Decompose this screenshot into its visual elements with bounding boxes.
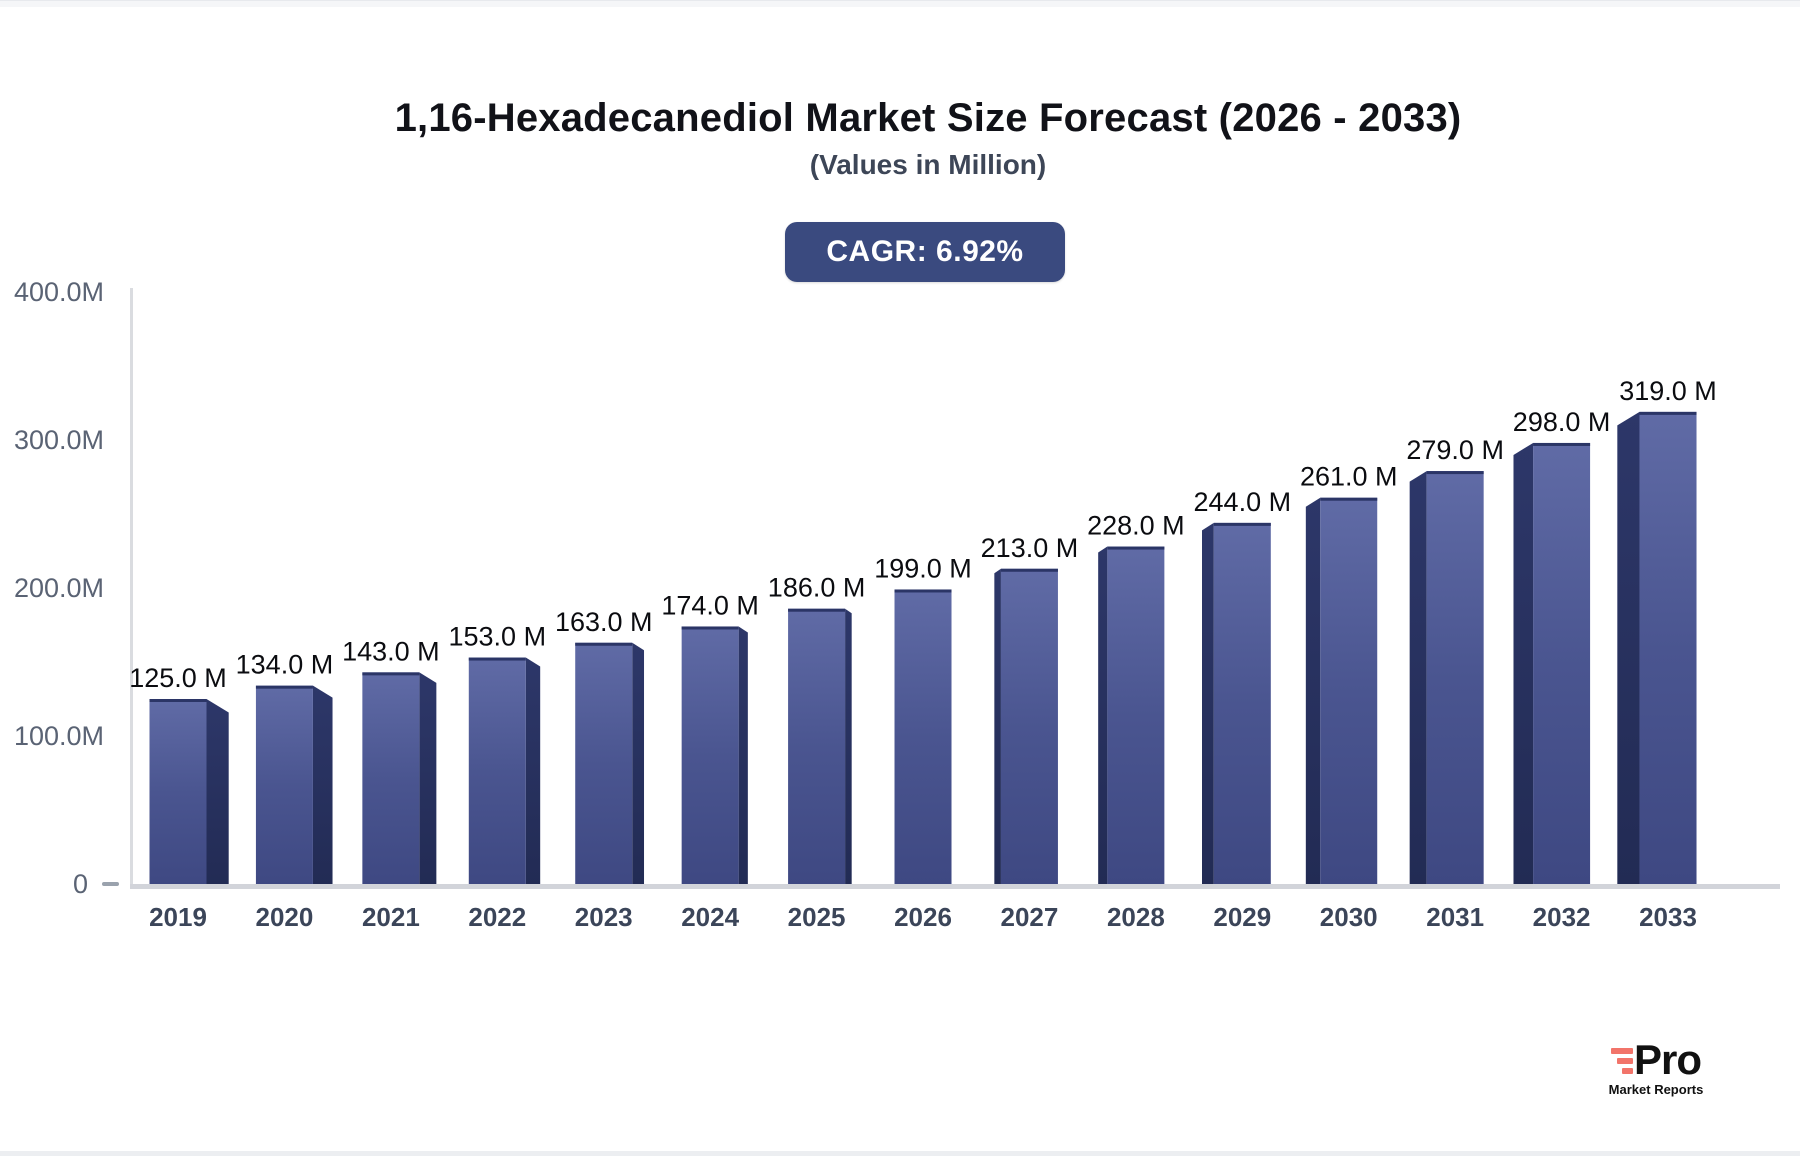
bar-value-label-2028: 228.0 M [1087,511,1185,541]
bar-front-face-2025 [788,608,846,887]
bar-front-face-2028 [1107,546,1165,887]
x-tick-label-2020: 2020 [256,902,314,932]
bar-value-label-2029: 244.0 M [1194,487,1292,517]
bar-front-face-2032 [1533,442,1591,887]
bar-value-label-2019: 125.0 M [129,663,227,693]
bar-side-face-2031 [1409,471,1427,887]
bar-side-face-2029 [1202,522,1214,887]
bar-front-face-2027 [1000,568,1058,887]
zero-tick-dash [102,882,119,886]
logo-subtitle-text: Market Reports [1608,1082,1704,1097]
bar-side-face-2024 [738,626,748,887]
bar-side-face-2027 [994,568,1001,887]
x-tick-label-2023: 2023 [575,902,633,932]
bar-top-edge-2031 [1426,471,1484,475]
bar-top-edge-2020 [255,685,313,689]
bar-top-edge-2019 [149,699,207,702]
bar-front-face-2033 [1639,411,1697,887]
bar-value-label-2027: 213.0 M [981,533,1079,563]
x-tick-label-2029: 2029 [1213,902,1271,932]
bar-side-face-2022 [525,657,541,887]
bar-front-face-2026 [894,589,952,887]
bar-value-label-2031: 279.0 M [1406,435,1504,465]
bar-side-face-2032 [1513,442,1534,887]
x-tick-label-2022: 2022 [468,902,526,932]
bar-front-face-2030 [1320,497,1378,887]
bar-front-face-2019 [149,699,207,887]
bar-value-label-2023: 163.0 M [555,607,653,637]
x-tick-label-2028: 2028 [1107,902,1165,932]
bar-value-label-2032: 298.0 M [1513,407,1611,437]
x-axis-line [130,884,1780,889]
chart-title: 1,16-Hexadecanediol Market Size Forecast… [394,96,1462,140]
chart-subtitle: (Values in Million) [809,149,1047,180]
bar-side-face-2030 [1305,497,1321,887]
bar-front-face-2021 [362,672,420,887]
bar-side-face-2023 [632,642,645,887]
bar-front-face-2024 [681,626,739,887]
y-axis-line [130,288,133,888]
bar-top-edge-2033 [1639,411,1697,415]
x-tick-label-2032: 2032 [1533,902,1591,932]
bar-top-edge-2021 [362,672,420,676]
bar-top-edge-2030 [1320,497,1378,501]
bar-side-face-2025 [845,608,852,887]
x-tick-label-2026: 2026 [894,902,952,932]
bar-value-label-2024: 174.0 M [661,590,759,620]
bar-value-label-2025: 186.0 M [768,573,866,603]
logo-brand-text: Pro [1633,1036,1702,1083]
y-tick-label-100.0M: 100.0M [14,721,104,751]
bar-side-face-2021 [419,672,437,887]
y-tick-label-200.0M: 200.0M [14,573,104,603]
bar-front-face-2020 [255,685,313,887]
y-tick-label-300.0M: 300.0M [14,425,104,455]
bar-value-label-2033: 319.0 M [1619,376,1717,406]
logo-row: Pro [1610,1036,1702,1083]
cagr-badge: CAGR: 6.92% [785,222,1065,282]
x-tick-label-2024: 2024 [681,902,739,932]
bar-side-face-2028 [1098,546,1108,887]
x-tick-label-2030: 2030 [1320,902,1378,932]
x-tick-label-2033: 2033 [1639,902,1697,932]
bar-value-label-2020: 134.0 M [236,650,334,680]
bar-top-edge-2022 [468,657,526,661]
bar-top-edge-2025 [788,608,846,612]
bar-top-edge-2023 [575,642,633,646]
bottom-strip [0,1151,1800,1156]
bar-top-edge-2027 [1000,568,1058,572]
bar-top-edge-2028 [1107,546,1165,550]
bar-front-face-2022 [468,657,526,887]
x-tick-label-2031: 2031 [1426,902,1484,932]
bar-top-edge-2024 [681,626,739,630]
brand-logo: Pro Market Reports [1606,1036,1706,1098]
x-tick-label-2025: 2025 [788,902,846,932]
x-tick-label-2021: 2021 [362,902,420,932]
bar-side-face-2033 [1617,411,1640,887]
bar-top-edge-2029 [1213,522,1271,526]
y-tick-label-0: 0 [73,869,88,899]
x-tick-label-2027: 2027 [1001,902,1059,932]
bar-front-face-2023 [575,642,633,887]
bar-value-label-2026: 199.0 M [874,553,972,583]
bar-front-face-2031 [1426,471,1484,887]
logo-speedlines-icon [1610,1048,1633,1078]
y-tick-label-400.0M: 400.0M [14,277,104,307]
bar-value-label-2021: 143.0 M [342,636,440,666]
bar-top-edge-2032 [1533,442,1591,446]
bar-side-face-2019 [206,699,229,887]
top-strip [0,0,1800,7]
bar-value-label-2030: 261.0 M [1300,462,1398,492]
bar-side-face-2020 [312,685,333,887]
bar-value-label-2022: 153.0 M [449,622,547,652]
x-tick-label-2019: 2019 [149,902,207,932]
bar-front-face-2029 [1213,522,1271,887]
bar-top-edge-2026 [894,589,952,593]
